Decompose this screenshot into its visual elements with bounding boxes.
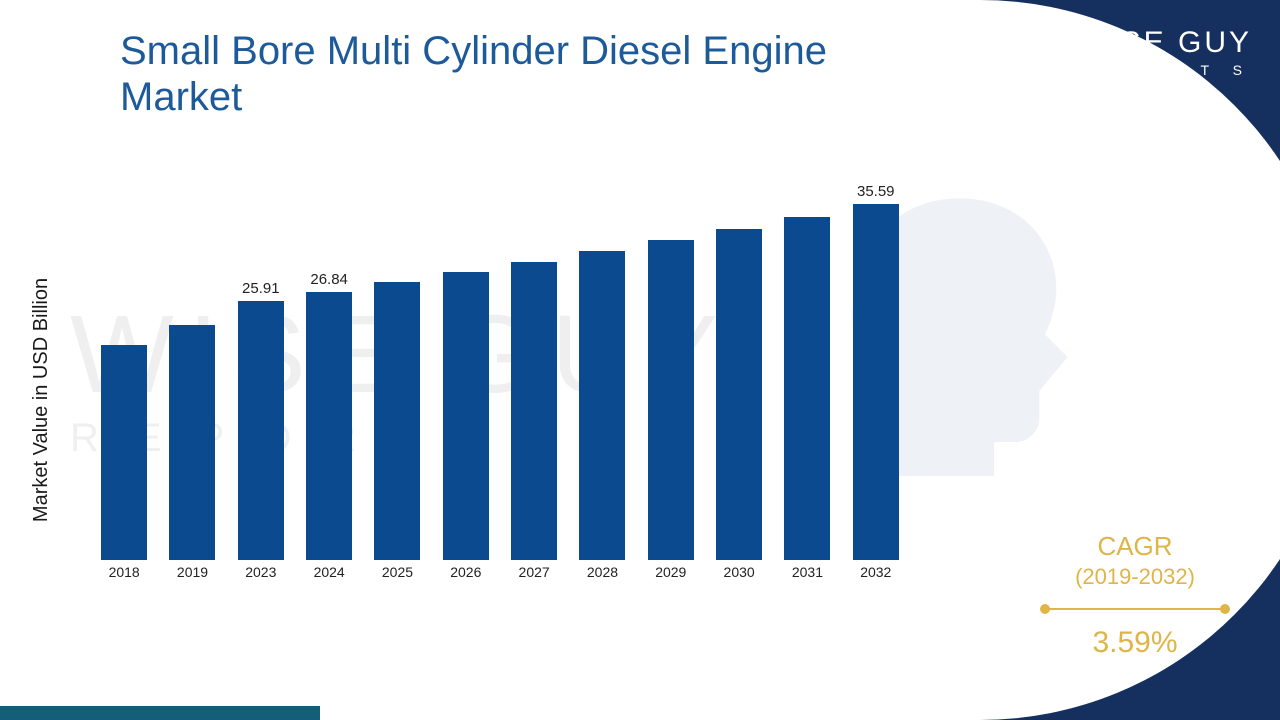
bar-slot [158,160,226,560]
bar-slot [568,160,636,560]
logo-line-2: R E P O R T S [1032,62,1252,78]
bar-slot [705,160,773,560]
bar-slot [432,160,500,560]
bar: 25.91 [238,301,284,560]
bar [579,251,625,560]
bar: 35.59 [853,204,899,560]
x-axis-tick-label: 2031 [773,564,841,590]
x-axis-tick-label: 2029 [637,564,705,590]
bar-slot [500,160,568,560]
bar [511,262,557,560]
bar-slot [90,160,158,560]
bar-value-label: 25.91 [242,280,280,301]
bar [648,240,694,560]
x-axis-tick-label: 2027 [500,564,568,590]
cagr-block: CAGR (2019-2032) 3.59% [1030,531,1240,660]
bar-slot: 26.84 [295,160,363,560]
chart-title: Small Bore Multi Cylinder Diesel Engine … [120,28,860,120]
cagr-label: CAGR [1030,531,1240,562]
logo-line-1: WISE GUY [1032,26,1252,60]
bar [374,282,420,560]
bar-value-label: 35.59 [857,183,895,204]
x-axis-tick-label: 2032 [842,564,910,590]
infographic-stage: WISE GUY REPORTS Small Bore Multi Cylind… [0,0,1280,720]
bar-slot [637,160,705,560]
x-axis-tick-label: 2025 [363,564,431,590]
y-axis-label: Market Value in USD Billion [30,190,53,610]
bar-slot: 25.91 [227,160,295,560]
bar-chart: 25.91 26.84 35.59 201820192023202420252026… [90,160,910,590]
x-axis-tick-label: 2024 [295,564,363,590]
bar [784,217,830,560]
bar-slot [363,160,431,560]
bar-slot: 35.59 [842,160,910,560]
x-axis-tick-label: 2028 [568,564,636,590]
bar-slot [773,160,841,560]
bar [716,229,762,560]
x-axis-tick-label: 2026 [432,564,500,590]
bar [169,325,215,560]
cagr-years: (2019-2032) [1030,564,1240,590]
bar [443,272,489,560]
bottom-accent-strip [0,706,320,720]
x-axis-tick-label: 2019 [158,564,226,590]
cagr-separator [1045,608,1225,610]
x-axis-tick-label: 2018 [90,564,158,590]
x-axis-tick-label: 2023 [227,564,295,590]
bar [101,345,147,560]
brand-logo: WISE GUY R E P O R T S [1032,26,1252,78]
x-axis-tick-label: 2030 [705,564,773,590]
cagr-value: 3.59% [1030,626,1240,660]
bar: 26.84 [306,292,352,560]
bar-value-label: 26.84 [310,271,348,292]
